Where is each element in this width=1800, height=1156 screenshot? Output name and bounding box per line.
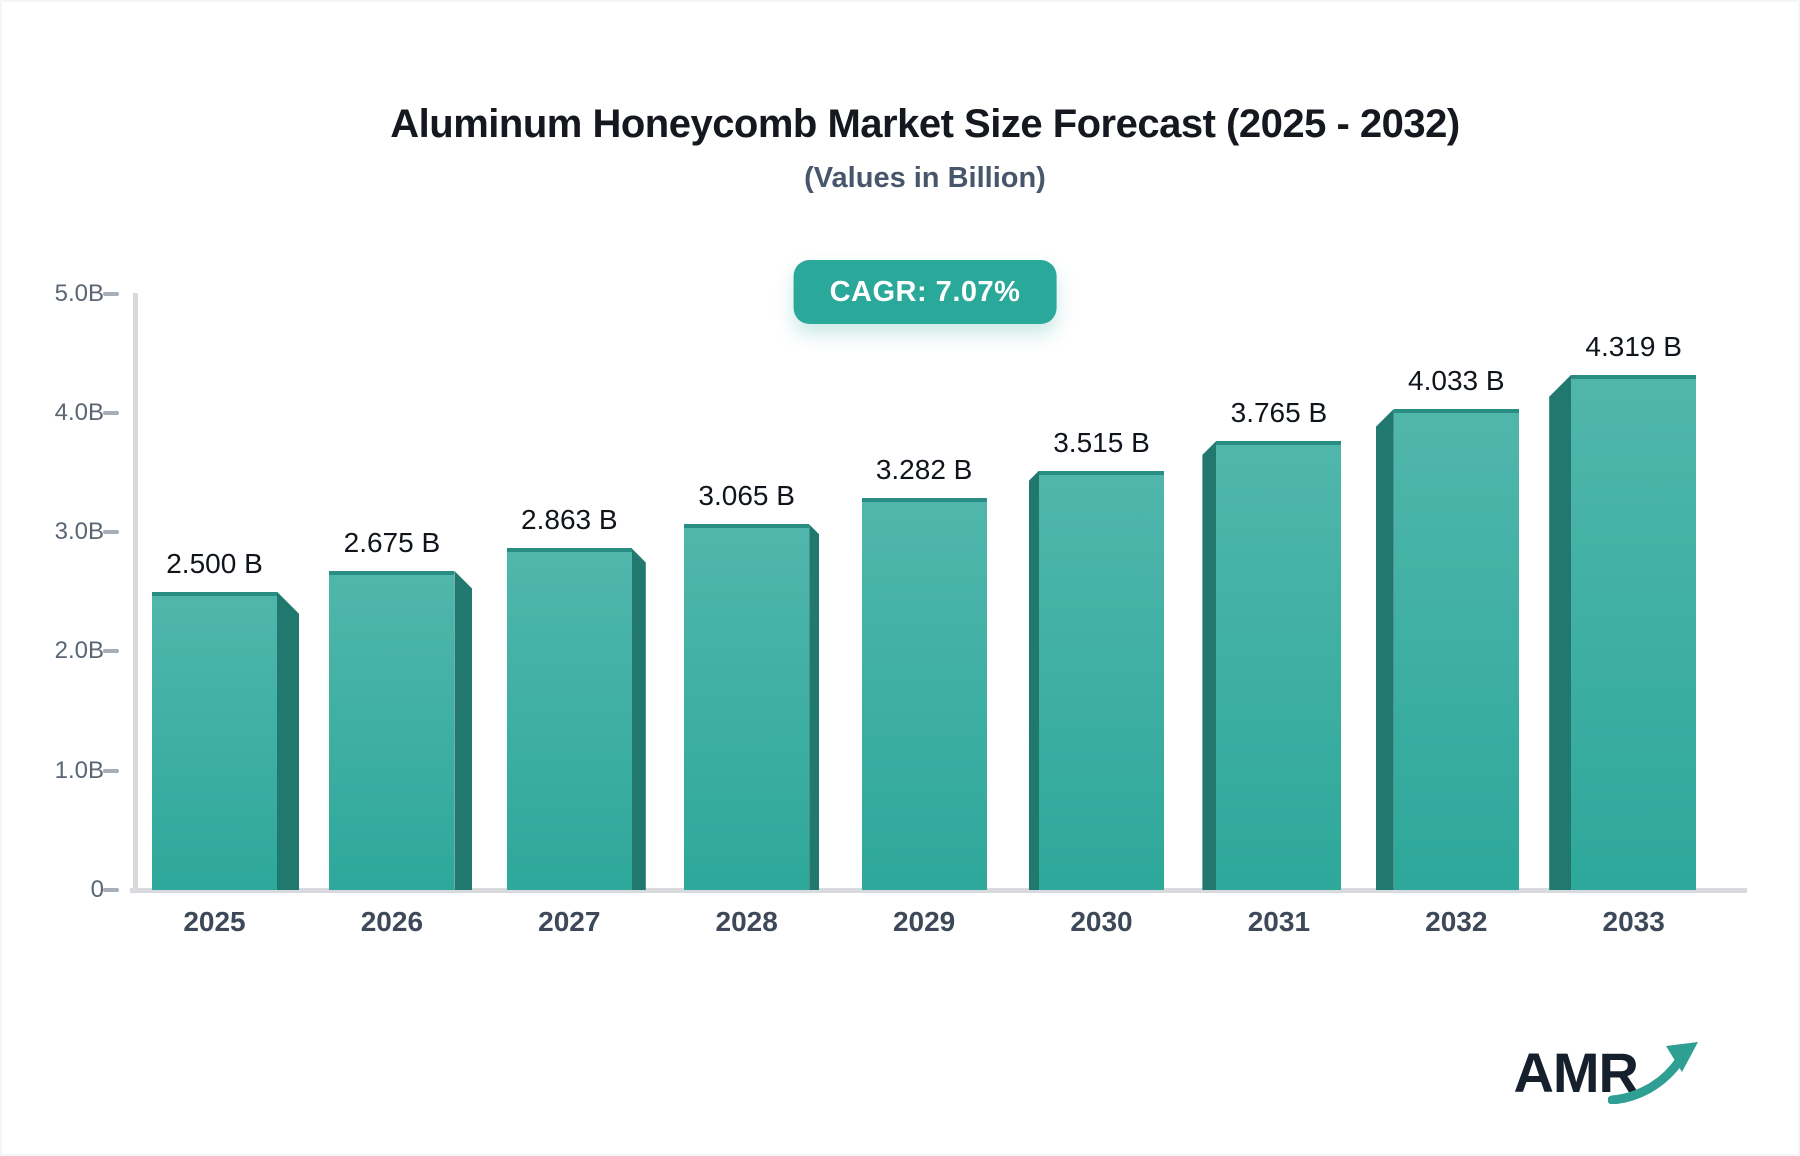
- bar-value-label-2028: 3.065 B: [698, 480, 795, 512]
- bar-side-face-2030: [1029, 470, 1039, 890]
- x-axis-label-2033: 2033: [1602, 906, 1665, 937]
- x-axis-line: [130, 888, 1747, 893]
- cagr-badge: CAGR: 7.07%: [793, 260, 1057, 324]
- x-axis-label-2025: 2025: [183, 906, 246, 937]
- x-axis-label-2029: 2029: [892, 906, 956, 937]
- x-axis-label-2032: 2032: [1425, 906, 1488, 937]
- growth-arrow-icon: [1608, 1042, 1698, 1104]
- y-tick-5.0B: [103, 291, 119, 296]
- bar-value-label-2030: 3.515 B: [1053, 426, 1150, 458]
- bar-2030: [1039, 470, 1164, 890]
- y-axis-line: [133, 293, 138, 890]
- bar-side-face-2026: [454, 570, 473, 890]
- bar-2033: [1571, 374, 1697, 890]
- bar-side-face-2033: [1549, 374, 1572, 890]
- bar-2028: [684, 524, 810, 890]
- y-tick-label: 2.0B: [54, 637, 104, 665]
- x-axis-label-2031: 2031: [1247, 906, 1311, 937]
- bar-value-label-2033: 4.319 B: [1585, 330, 1682, 362]
- bar-value-label-2032: 4.033 B: [1408, 364, 1505, 396]
- y-tick-0: [103, 888, 119, 892]
- bar-value-label-2025: 2.500 B: [166, 547, 263, 579]
- bar-2031: [1216, 440, 1342, 890]
- bar-value-label-2029: 3.282 B: [875, 454, 973, 486]
- y-tick-label: 0: [90, 876, 104, 903]
- bar-2027: [506, 548, 632, 890]
- bar-side-face-2028: [809, 524, 820, 890]
- bar-side-face-2027: [631, 548, 646, 890]
- amr-logo: AMR: [1513, 1041, 1700, 1104]
- bar-2026: [329, 570, 455, 890]
- x-axis-label-2030: 2030: [1070, 906, 1133, 937]
- y-tick-label: 4.0B: [54, 398, 104, 426]
- y-tick-4.0B: [103, 410, 119, 415]
- bar-value-label-2031: 3.765 B: [1230, 396, 1328, 428]
- bar-value-label-2026: 2.675 B: [343, 526, 441, 558]
- y-tick-3.0B: [103, 530, 119, 535]
- y-tick-2.0B: [103, 649, 119, 654]
- y-tick-label: 3.0B: [54, 518, 104, 546]
- chart-subtitle: (Values in Billion): [804, 162, 1046, 194]
- y-tick-1.0B: [103, 768, 119, 773]
- bar-2025: [152, 591, 277, 890]
- amr-logo-text: AMR: [1513, 1041, 1639, 1104]
- bar-side-face-2025: [277, 591, 299, 890]
- bar-side-face-2031: [1202, 440, 1217, 890]
- bar-2032: [1393, 408, 1519, 890]
- x-axis-label-2027: 2027: [538, 906, 601, 937]
- x-axis-label-2028: 2028: [715, 906, 778, 937]
- bar-2029: [861, 498, 987, 890]
- x-axis-label-2026: 2026: [360, 906, 424, 937]
- bar-side-face-2032: [1375, 408, 1394, 890]
- bar-value-label-2027: 2.863 B: [521, 504, 618, 536]
- chart-title: Aluminum Honeycomb Market Size Forecast …: [390, 102, 1460, 146]
- y-tick-label: 5.0B: [54, 279, 104, 307]
- y-tick-label: 1.0B: [54, 756, 104, 784]
